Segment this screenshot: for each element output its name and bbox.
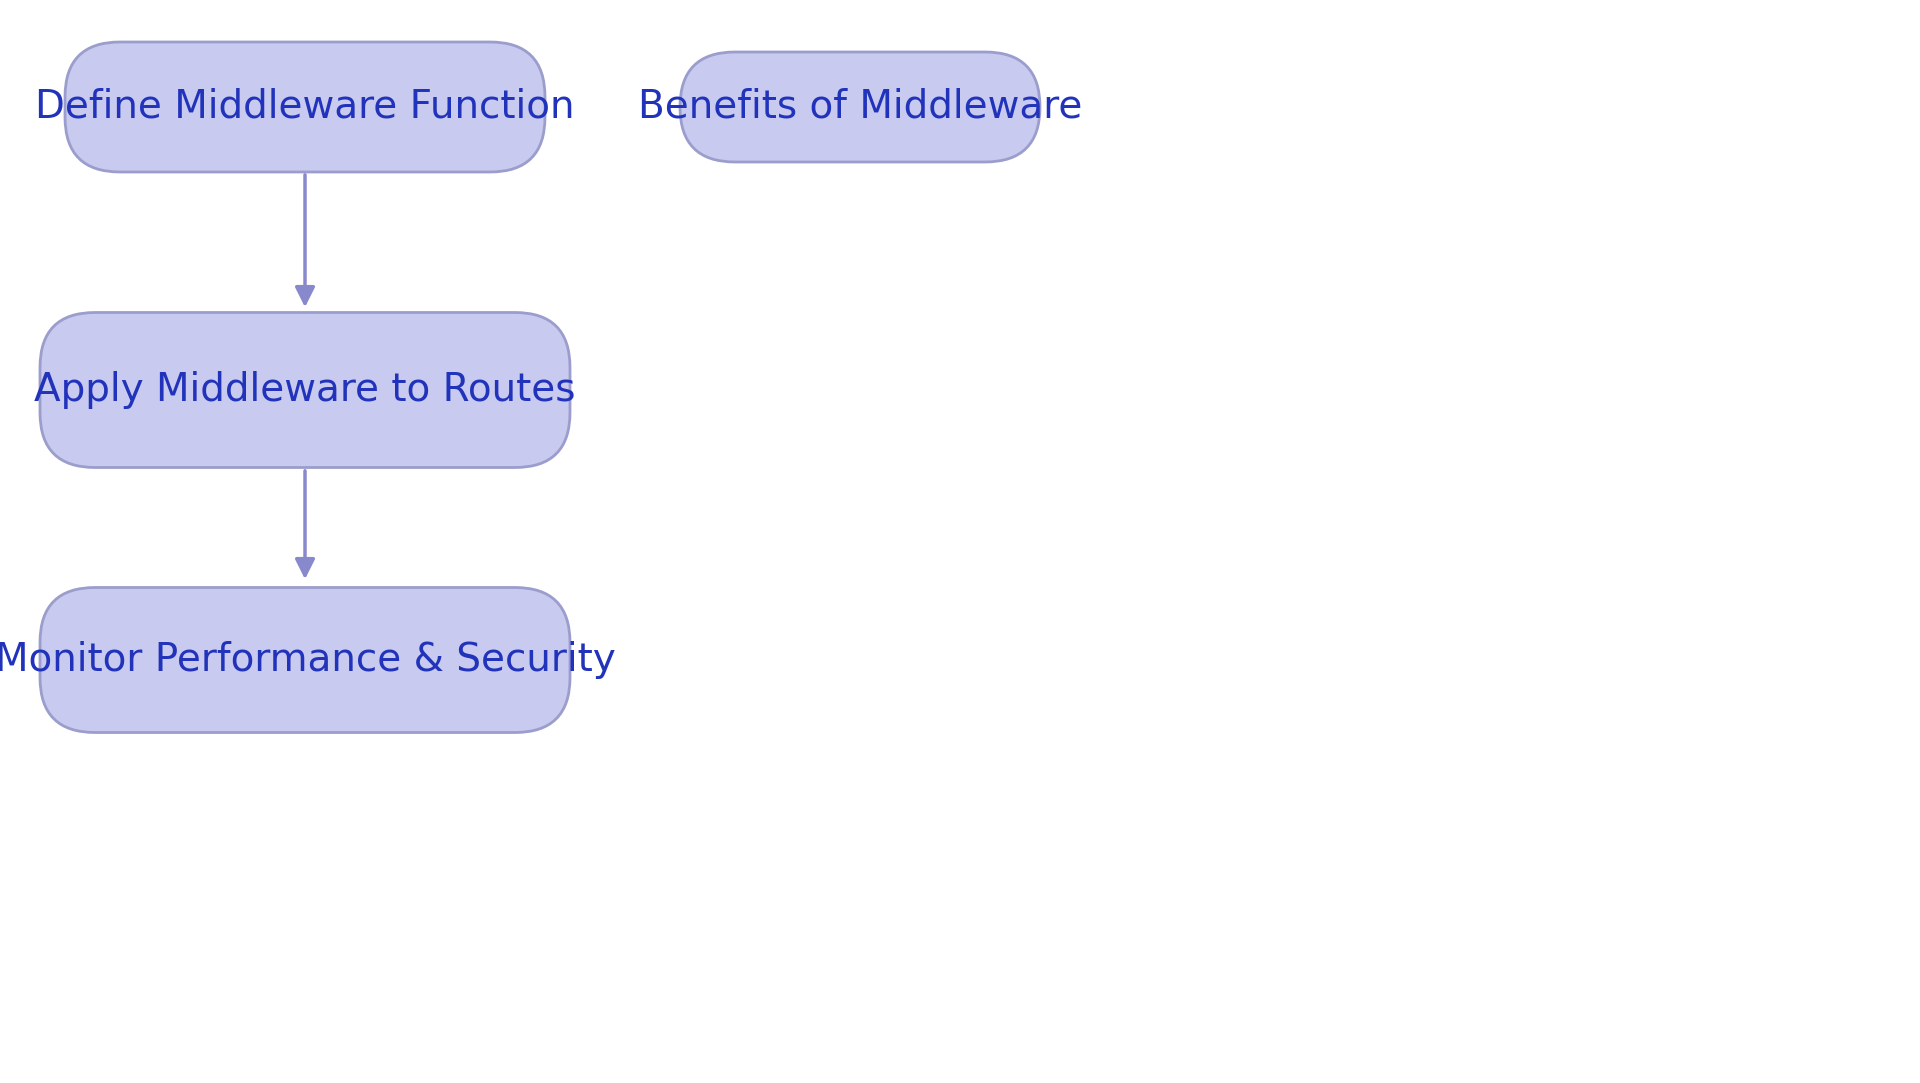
Text: Define Middleware Function: Define Middleware Function [35,88,574,126]
FancyBboxPatch shape [40,587,570,732]
Text: Monitor Performance & Security: Monitor Performance & Security [0,641,616,679]
FancyBboxPatch shape [680,52,1041,162]
FancyBboxPatch shape [65,42,545,172]
FancyBboxPatch shape [40,313,570,468]
Text: Benefits of Middleware: Benefits of Middleware [637,88,1083,126]
Text: Apply Middleware to Routes: Apply Middleware to Routes [35,371,576,409]
